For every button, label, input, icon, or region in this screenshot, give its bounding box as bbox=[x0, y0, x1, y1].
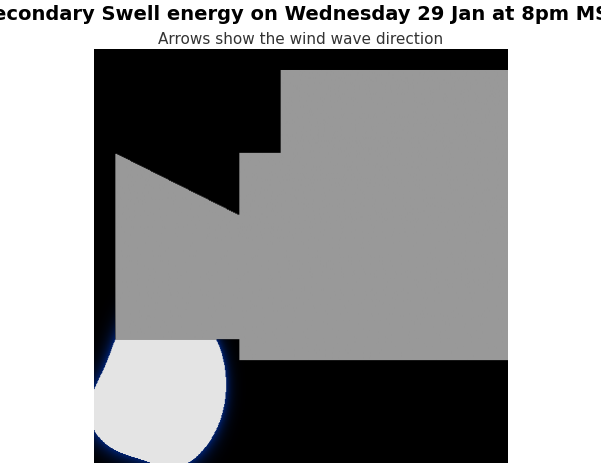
Text: Arrows show the wind wave direction: Arrows show the wind wave direction bbox=[158, 31, 443, 46]
Text: Secondary Swell energy on Wednesday 29 Jan at 8pm MST: Secondary Swell energy on Wednesday 29 J… bbox=[0, 5, 601, 24]
